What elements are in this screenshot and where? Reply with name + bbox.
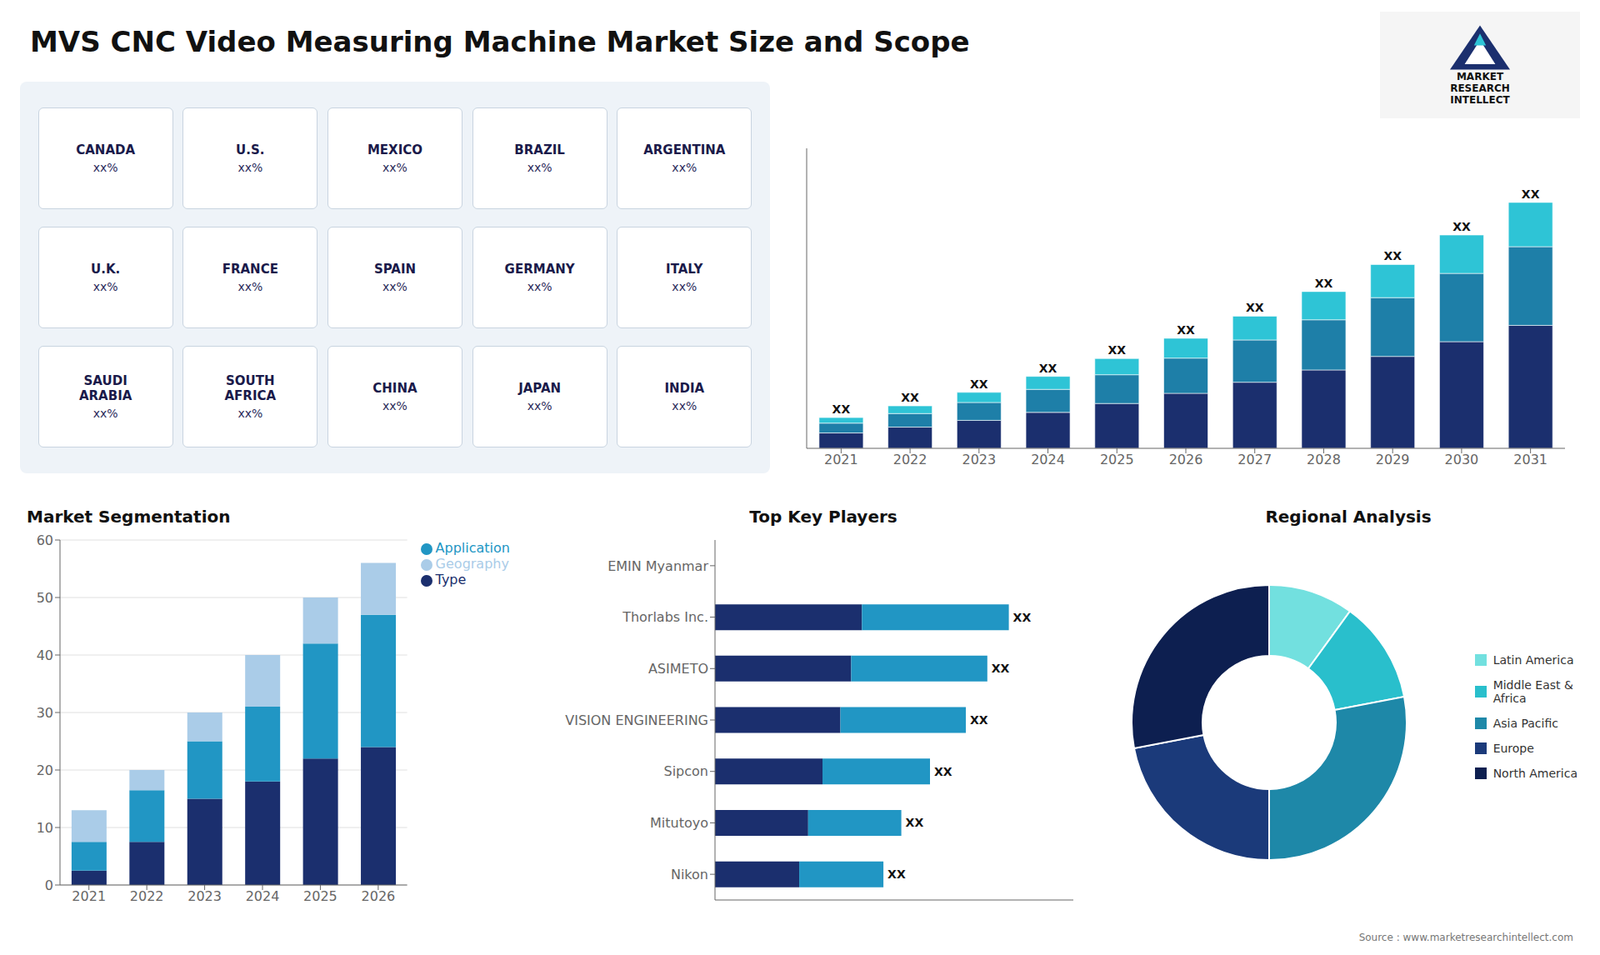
svg-text:XX: XX xyxy=(1108,343,1127,357)
html-text:Latin America: Latin America xyxy=(1493,653,1574,667)
svg-text:Mitutoyo: Mitutoyo xyxy=(650,815,709,831)
svg-text:Sipcon: Sipcon xyxy=(664,763,709,780)
html-text:Market Segmentation: Market Segmentation xyxy=(26,506,231,527)
html-text:ARGENTINA: ARGENTINA xyxy=(643,142,726,158)
svg-text:XX: XX xyxy=(1176,323,1195,337)
svg-text:XX: XX xyxy=(991,661,1010,675)
html-text:Geography: Geography xyxy=(435,555,510,572)
svg-text:10: 10 xyxy=(36,820,54,836)
svg-text:XX: XX xyxy=(900,390,920,405)
svg-text:XX: XX xyxy=(1521,187,1540,201)
html-text:xx%: xx% xyxy=(527,160,553,175)
svg-text:XX: XX xyxy=(887,867,906,881)
html-text:CHINA: CHINA xyxy=(372,380,418,396)
svg-text:2026: 2026 xyxy=(361,888,396,905)
html-text:SOUTH AFRICA: SOUTH AFRICA xyxy=(224,373,276,404)
svg-text:2028: 2028 xyxy=(1306,451,1341,468)
svg-text:2031: 2031 xyxy=(1513,451,1548,468)
html-text:Middle East & Africa: Middle East & Africa xyxy=(1493,678,1574,705)
svg-text:2024: 2024 xyxy=(245,888,280,905)
html-text:U.K.: U.K. xyxy=(90,261,121,277)
svg-text:30: 30 xyxy=(36,705,54,721)
svg-text:0: 0 xyxy=(45,877,54,894)
svg-text:40: 40 xyxy=(36,647,54,664)
svg-text:50: 50 xyxy=(36,590,54,606)
svg-text:XX: XX xyxy=(905,815,925,830)
html-text:BRAZIL: BRAZIL xyxy=(514,142,565,158)
svg-text:60: 60 xyxy=(36,532,54,549)
html-text:xx%: xx% xyxy=(527,280,553,294)
html-text:xx%: xx% xyxy=(671,280,697,294)
svg-text:XX: XX xyxy=(832,402,851,416)
svg-text:2023: 2023 xyxy=(187,888,222,905)
html-text:SAUDI ARABIA: SAUDI ARABIA xyxy=(79,373,132,404)
html-text:INTELLECT: INTELLECT xyxy=(1450,94,1510,106)
svg-text:EMIN Myanmar: EMIN Myanmar xyxy=(607,558,709,575)
html-text:Europe: Europe xyxy=(1493,741,1535,755)
html-text:xx%: xx% xyxy=(93,160,118,175)
html-text:Source : www.marketresearchint: Source : www.marketresearchintellect.com xyxy=(1358,931,1574,944)
html-text:GERMANY: GERMANY xyxy=(504,261,575,277)
svg-text:ASIMETO: ASIMETO xyxy=(648,660,709,677)
html-text:xx%: xx% xyxy=(671,399,697,413)
html-text:xx%: xx% xyxy=(237,406,263,420)
html-text:xx%: xx% xyxy=(671,160,697,175)
html-text:Regional Analysis: Regional Analysis xyxy=(1265,506,1432,527)
html-text:xx%: xx% xyxy=(382,399,408,413)
svg-text:Thorlabs Inc.: Thorlabs Inc. xyxy=(621,609,709,625)
html-text:CANADA: CANADA xyxy=(76,142,136,158)
svg-text:XX: XX xyxy=(1039,361,1058,375)
svg-text:XX: XX xyxy=(970,377,989,391)
html-text:Top Key Players: Top Key Players xyxy=(749,506,898,527)
svg-text:2022: 2022 xyxy=(130,888,165,905)
html-text:MEXICO: MEXICO xyxy=(367,142,423,158)
svg-text:2025: 2025 xyxy=(303,888,338,905)
svg-text:XX: XX xyxy=(1452,220,1471,234)
html-text:ITALY: ITALY xyxy=(665,261,703,277)
svg-text:XX: XX xyxy=(970,713,989,727)
svg-text:VISION ENGINEERING: VISION ENGINEERING xyxy=(565,712,709,729)
svg-text:XX: XX xyxy=(934,765,953,779)
html-text:Application: Application xyxy=(435,540,510,556)
svg-text:XX: XX xyxy=(1383,249,1402,263)
html-text:SPAIN: SPAIN xyxy=(374,261,416,277)
svg-text:XX: XX xyxy=(1315,276,1334,290)
svg-text:2023: 2023 xyxy=(961,451,996,468)
html-text:MARKET: MARKET xyxy=(1456,70,1504,83)
html-text:North America: North America xyxy=(1493,766,1578,780)
html-text:xx%: xx% xyxy=(527,399,553,413)
svg-text:2021: 2021 xyxy=(824,451,859,468)
svg-text:2027: 2027 xyxy=(1237,451,1272,468)
html-text:RESEARCH: RESEARCH xyxy=(1450,82,1510,95)
html-text:xx%: xx% xyxy=(93,280,118,294)
svg-text:2030: 2030 xyxy=(1445,451,1480,468)
html-text:FRANCE: FRANCE xyxy=(222,261,279,277)
html-text:xx%: xx% xyxy=(237,280,263,294)
svg-text:2024: 2024 xyxy=(1030,451,1065,468)
html-text:xx%: xx% xyxy=(382,160,408,175)
svg-text:2022: 2022 xyxy=(893,451,928,468)
html-text:xx%: xx% xyxy=(237,160,263,175)
html-text:MVS CNC Video Measuring Machin: MVS CNC Video Measuring Machine Market S… xyxy=(30,25,970,59)
html-text:U.S.: U.S. xyxy=(235,142,265,158)
html-text:xx%: xx% xyxy=(93,406,118,420)
svg-text:20: 20 xyxy=(36,762,54,779)
html-text:Asia Pacific: Asia Pacific xyxy=(1493,716,1559,730)
html-text:JAPAN: JAPAN xyxy=(518,380,561,396)
svg-text:2025: 2025 xyxy=(1100,451,1135,468)
svg-text:XX: XX xyxy=(1013,610,1032,625)
svg-text:2026: 2026 xyxy=(1169,451,1204,468)
svg-text:2029: 2029 xyxy=(1375,451,1410,468)
svg-text:XX: XX xyxy=(1245,300,1265,315)
html-text:INDIA: INDIA xyxy=(664,380,705,396)
html-text:Type: Type xyxy=(435,571,467,588)
svg-text:Nikon: Nikon xyxy=(670,866,709,883)
svg-text:2021: 2021 xyxy=(71,888,106,905)
html-text:xx%: xx% xyxy=(382,280,408,294)
